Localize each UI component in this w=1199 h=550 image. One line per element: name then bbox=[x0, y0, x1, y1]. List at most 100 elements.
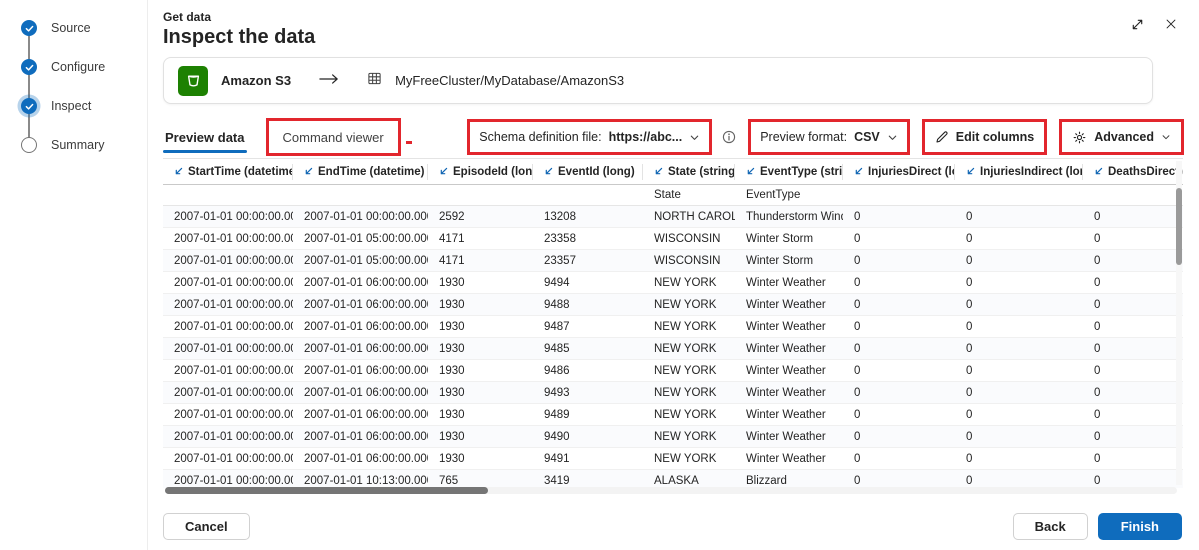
step-label: Source bbox=[51, 21, 91, 35]
destination-path: MyFreeCluster/MyDatabase/AmazonS3 bbox=[395, 73, 625, 88]
chevron-down-icon bbox=[1162, 135, 1170, 140]
gear-icon bbox=[1073, 131, 1086, 143]
table-cell: 0 bbox=[854, 320, 861, 333]
back-button[interactable]: Back bbox=[1012, 513, 1088, 540]
table-cell: 0 bbox=[966, 408, 973, 421]
column-header[interactable]: EndTime (datetime) bbox=[293, 163, 428, 180]
table-row: 2007-01-01 00:00:00.0000 2007-01-01 06:00… bbox=[163, 382, 1183, 404]
table-cell: 9488 bbox=[544, 298, 570, 311]
table-cell: 2007-01-01 06:00:00.0000 bbox=[304, 386, 428, 399]
column-header[interactable]: DeathsDirect (long) bbox=[1083, 164, 1183, 180]
column-mapping-icon bbox=[545, 167, 553, 174]
table-cell: 0 bbox=[1094, 408, 1101, 421]
column-mapping-icon bbox=[855, 167, 863, 174]
table-cell: 0 bbox=[1094, 342, 1101, 355]
table-cell: Thunderstorm Wind bbox=[746, 210, 843, 223]
stepper-item-inspect[interactable]: Inspect bbox=[21, 98, 105, 114]
column-header[interactable]: StartTime (datetime) bbox=[163, 163, 293, 180]
table-grid-icon bbox=[367, 71, 382, 91]
table-row: 2007-01-01 00:00:00.0000 2007-01-01 06:00… bbox=[163, 426, 1183, 448]
table-cell: 2007-01-01 00:00:00.0000 bbox=[174, 430, 293, 443]
horizontal-scrollbar[interactable] bbox=[165, 487, 1177, 494]
finish-button[interactable]: Finish bbox=[1097, 513, 1182, 540]
column-header[interactable]: InjuriesIndirect (long) bbox=[955, 163, 1083, 180]
table-cell: 0 bbox=[854, 386, 861, 399]
table-cell: 0 bbox=[854, 276, 861, 289]
table-cell: 0 bbox=[966, 210, 973, 223]
column-header-label: DeathsDirect (long) bbox=[1108, 165, 1183, 178]
table-cell: 2007-01-01 00:00:00.0000 bbox=[174, 408, 293, 421]
close-icon[interactable] bbox=[1159, 12, 1183, 36]
table-cell: 2007-01-01 00:00:00.0000 bbox=[174, 276, 293, 289]
column-header[interactable]: EventId (long) bbox=[533, 163, 643, 180]
table-cell: 0 bbox=[966, 254, 973, 267]
expand-icon[interactable] bbox=[1125, 12, 1149, 36]
column-header-label: EndTime (datetime) bbox=[318, 165, 425, 178]
table-cell: 1930 bbox=[439, 408, 465, 421]
advanced-label: Advanced bbox=[1094, 130, 1154, 144]
column-header[interactable]: State (string) bbox=[643, 163, 735, 180]
chevron-down-icon bbox=[690, 135, 699, 140]
preview-format-dropdown[interactable]: Preview format: CSV bbox=[748, 119, 910, 155]
step-label: Summary bbox=[51, 138, 105, 152]
tab-label: Preview data bbox=[165, 129, 245, 145]
table-cell: 0 bbox=[966, 430, 973, 443]
table-cell: 9491 bbox=[544, 452, 570, 465]
chevron-down-icon bbox=[888, 135, 897, 140]
table-cell: NEW YORK bbox=[654, 364, 717, 377]
table-cell: 9489 bbox=[544, 408, 570, 421]
table-cell: 0 bbox=[854, 210, 861, 223]
table-cell: 2007-01-01 00:00:00.0000 bbox=[174, 364, 293, 377]
table-cell: 0 bbox=[966, 364, 973, 377]
footer-actions: Back Finish bbox=[1012, 513, 1182, 540]
stepper-item-summary[interactable]: Summary bbox=[21, 137, 105, 153]
table-cell: 9485 bbox=[544, 342, 570, 355]
column-mapping-icon bbox=[440, 167, 448, 174]
table-row: 2007-01-01 00:00:00.0000 2007-01-01 10:13… bbox=[163, 470, 1183, 488]
table-cell: 2007-01-01 00:00:00.0000 bbox=[174, 210, 293, 223]
vertical-scrollbar-thumb[interactable] bbox=[1176, 188, 1182, 265]
table-cell: 0 bbox=[1094, 452, 1101, 465]
window-controls bbox=[1125, 12, 1183, 36]
vertical-scrollbar[interactable] bbox=[1176, 161, 1182, 485]
table-cell: 2592 bbox=[439, 210, 465, 223]
horizontal-scrollbar-thumb[interactable] bbox=[165, 487, 488, 494]
preview-toolbar: Preview data Command viewer Schema defin… bbox=[163, 118, 1184, 156]
table-cell: 0 bbox=[1094, 364, 1101, 377]
table-cell: 2007-01-01 06:00:00.0000 bbox=[304, 364, 428, 377]
column-header[interactable]: EpisodeId (long) bbox=[428, 163, 533, 180]
tab-preview-data[interactable]: Preview data bbox=[163, 121, 247, 153]
edit-columns-button[interactable]: Edit columns bbox=[921, 119, 1048, 155]
stepper-item-configure[interactable]: Configure bbox=[21, 59, 105, 75]
table-cell: 0 bbox=[854, 408, 861, 421]
table-cell: Winter Weather bbox=[746, 408, 826, 421]
cancel-button[interactable]: Cancel bbox=[163, 513, 250, 540]
table-cell: 2007-01-01 00:00:00.0000 bbox=[304, 210, 428, 223]
column-header-label: State (string) bbox=[668, 165, 735, 178]
amazon-s3-icon bbox=[178, 65, 208, 96]
tab-command-viewer[interactable]: Command viewer bbox=[265, 118, 401, 156]
column-header[interactable]: InjuriesDirect (long) bbox=[843, 163, 955, 180]
table-cell: 0 bbox=[854, 298, 861, 311]
table-cell: WISCONSIN bbox=[654, 254, 721, 267]
table-cell: 0 bbox=[854, 342, 861, 355]
schema-definition-file-dropdown[interactable]: Schema definition file: https://abc... bbox=[467, 119, 713, 155]
preview-format-label: Preview format: bbox=[760, 130, 848, 144]
data-preview-table: StartTime (datetime) EndTime (datetime) Ep… bbox=[163, 158, 1183, 488]
table-cell: 4171 bbox=[439, 232, 465, 245]
table-cell: Winter Storm bbox=[746, 254, 814, 267]
column-header[interactable]: EventType (string) bbox=[735, 163, 843, 180]
table-cell: 765 bbox=[439, 474, 459, 487]
table-cell: 0 bbox=[1094, 386, 1101, 399]
table-cell: 9486 bbox=[544, 364, 570, 377]
stepper-item-source[interactable]: Source bbox=[21, 20, 105, 36]
table-row: 2007-01-01 00:00:00.0000 2007-01-01 00:00… bbox=[163, 206, 1183, 228]
table-cell: 0 bbox=[1094, 474, 1101, 487]
table-row: 2007-01-01 00:00:00.0000 2007-01-01 06:00… bbox=[163, 404, 1183, 426]
info-icon[interactable] bbox=[719, 127, 739, 147]
table-cell: 1930 bbox=[439, 452, 465, 465]
edit-columns-label: Edit columns bbox=[955, 130, 1035, 144]
table-cell: NEW YORK bbox=[654, 342, 717, 355]
table-cell: 2007-01-01 06:00:00.0000 bbox=[304, 408, 428, 421]
advanced-dropdown-button[interactable]: Advanced bbox=[1059, 119, 1184, 155]
